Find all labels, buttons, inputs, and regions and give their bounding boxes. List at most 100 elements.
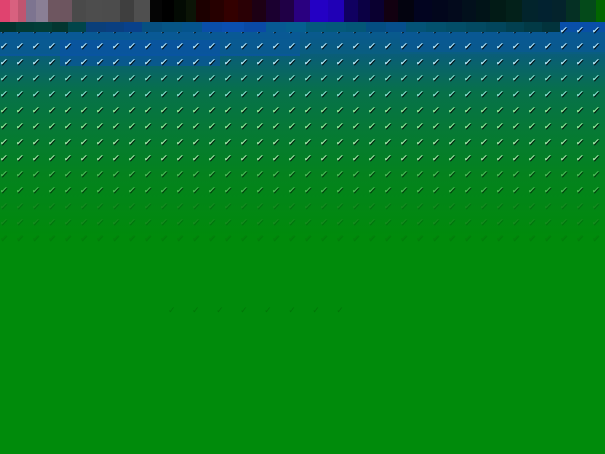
- glyph-cell: ✓: [270, 153, 281, 163]
- glyph-cell: ✓: [366, 201, 377, 211]
- glyph-cell: ✓: [334, 41, 345, 51]
- banner-block-33: [448, 0, 462, 22]
- band-block-28: [542, 22, 560, 32]
- glyph-cell: ✓: [558, 342, 577, 358]
- glyph-cell: ✓: [446, 422, 465, 438]
- glyph-cell: ✓: [398, 358, 417, 374]
- glyph-cell: ✓: [478, 326, 497, 342]
- glyph-cell: ✓: [334, 326, 353, 342]
- glyph-cell: ✓: [94, 326, 113, 342]
- glyph-cell: ✓: [142, 137, 153, 147]
- glyph-cell: ✓: [382, 438, 401, 454]
- glyph-cell: ✓: [46, 233, 57, 243]
- glyph-cell: ✓: [174, 89, 185, 99]
- glyph-cell: ✓: [222, 153, 233, 163]
- glyph-cell: ✓: [590, 233, 601, 243]
- glyph-cell: ✓: [414, 73, 425, 83]
- glyph-cell: ✓: [494, 278, 513, 294]
- glyph-cell: ✓: [190, 438, 209, 454]
- glyph-cell: ✓: [302, 358, 321, 374]
- glyph-cell: ✓: [334, 262, 353, 278]
- glyph-cell: ✓: [430, 294, 449, 310]
- glyph-cell: ✓: [526, 406, 545, 422]
- banner-block-32: [432, 0, 448, 22]
- glyph-cell: ✓: [334, 422, 353, 438]
- band-block-11: [202, 22, 222, 32]
- glyph-cell: ✓: [62, 310, 81, 326]
- glyph-row: ✓ ✓ ✓ ✓ ✓ ✓ ✓ ✓ ✓ ✓ ✓ ✓ ✓ ✓ ✓ ✓ ✓ ✓ ✓ ✓ ✓ ✓ ✓ ✓ ✓ ✓ ✓ ✓ ✓ ✓ ✓ ✓ ✓ ✓ ✓ ✓ ✓ ✓: [0, 54, 605, 70]
- glyph-cell: ✓: [0, 358, 18, 374]
- glyph-cell: ✓: [366, 137, 377, 147]
- band-block-9: [162, 22, 182, 32]
- glyph-cell: ✓: [478, 41, 489, 51]
- banner-block-31: [414, 0, 432, 22]
- glyph-cell: ✓: [334, 105, 345, 115]
- glyph-cell: ✓: [478, 217, 489, 227]
- glyph-cell: ✓: [574, 233, 585, 243]
- glyph-cell: ✓: [14, 73, 25, 83]
- glyph-cell: ✓: [494, 233, 505, 243]
- glyph-cell: ✓: [398, 342, 417, 358]
- glyph-cell: ✓: [446, 246, 465, 262]
- glyph-row: ✓ ✓ ✓ ✓ ✓ ✓ ✓ ✓ ✓ ✓ ✓ ✓ ✓ ✓ ✓ ✓ ✓ ✓ ✓ ✓ ✓ ✓ ✓ ✓ ✓ ✓ ✓ ✓ ✓ ✓ ✓ ✓ ✓ ✓ ✓ ✓ ✓ ✓: [0, 38, 605, 54]
- glyph-cell: ✓: [318, 438, 337, 454]
- glyph-cell: ✓: [270, 342, 289, 358]
- glyph-cell: ✓: [110, 57, 121, 67]
- glyph-cell: ✓: [334, 246, 353, 262]
- glyph-cell: ✓: [350, 73, 361, 83]
- glyph-cell: ✓: [382, 262, 401, 278]
- glyph-cell: ✓: [0, 246, 18, 262]
- glyph-cell: ✓: [382, 358, 401, 374]
- glyph-cell: ✓: [430, 233, 441, 243]
- glyph-cell: ✓: [62, 105, 73, 115]
- glyph-cell: ✓: [398, 185, 409, 195]
- band-block-22: [426, 22, 446, 32]
- glyph-cell: ✓: [158, 73, 169, 83]
- band-block-6: [106, 22, 124, 32]
- glyph-cell: ✓: [174, 342, 193, 358]
- glyph-cell: ✓: [30, 326, 49, 342]
- glyph-cell: ✓: [30, 278, 49, 294]
- glyph-cell: ✓: [62, 73, 73, 83]
- glyph-cell: ✓: [414, 358, 433, 374]
- glyph-cell: ✓: [302, 153, 313, 163]
- glyph-cell: ✓: [174, 262, 193, 278]
- glyph-cell: ✓: [446, 262, 465, 278]
- glyph-cell: ✓: [510, 121, 521, 131]
- glyph-cell: ✓: [78, 41, 89, 51]
- glyph-cell: ✓: [158, 217, 169, 227]
- glyph-cell: ✓: [254, 217, 265, 227]
- glyph-cell: ✓: [46, 374, 65, 390]
- glyph-cell: ✓: [142, 406, 161, 422]
- banner-block-17: [210, 0, 224, 22]
- glyph-cell: ✓: [78, 57, 89, 67]
- glyph-cell: ✓: [430, 422, 449, 438]
- glyph-cell: ✓: [46, 294, 65, 310]
- glyph-cell: ✓: [318, 169, 329, 179]
- glyph-cell: ✓: [494, 374, 513, 390]
- glyph-cell: ✓: [0, 326, 18, 342]
- glyph-cell: ✓: [446, 438, 465, 454]
- glyph-cell: ✓: [334, 137, 345, 147]
- glyph-cell: ✓: [446, 406, 465, 422]
- glyph-cell: ✓: [110, 374, 129, 390]
- glyph-cell: ✓: [414, 121, 425, 131]
- glyph-cell: ✓: [510, 105, 521, 115]
- glyph-cell: ✓: [366, 422, 385, 438]
- glyph-cell: ✓: [302, 246, 321, 262]
- glyph-cell: ✓: [318, 246, 337, 262]
- glyph-cell: ✓: [542, 169, 553, 179]
- glyph-cell: ✓: [78, 278, 97, 294]
- glyph-cell: ✓: [446, 153, 457, 163]
- glyph-cell: ✓: [62, 137, 73, 147]
- glyph-cell: ✓: [126, 153, 137, 163]
- glyph-cell: ✓: [126, 89, 137, 99]
- glyph-cell: ✓: [446, 233, 457, 243]
- glyph-cell: ✓: [206, 105, 217, 115]
- top-colour-banner: [0, 0, 605, 22]
- glyph-cell: ✓: [126, 105, 137, 115]
- glyph-cell: ✓: [190, 105, 201, 115]
- glyph-cell: ✓: [174, 217, 185, 227]
- glyph-cell: ✓: [30, 294, 49, 310]
- glyph-cell: ✓: [478, 137, 489, 147]
